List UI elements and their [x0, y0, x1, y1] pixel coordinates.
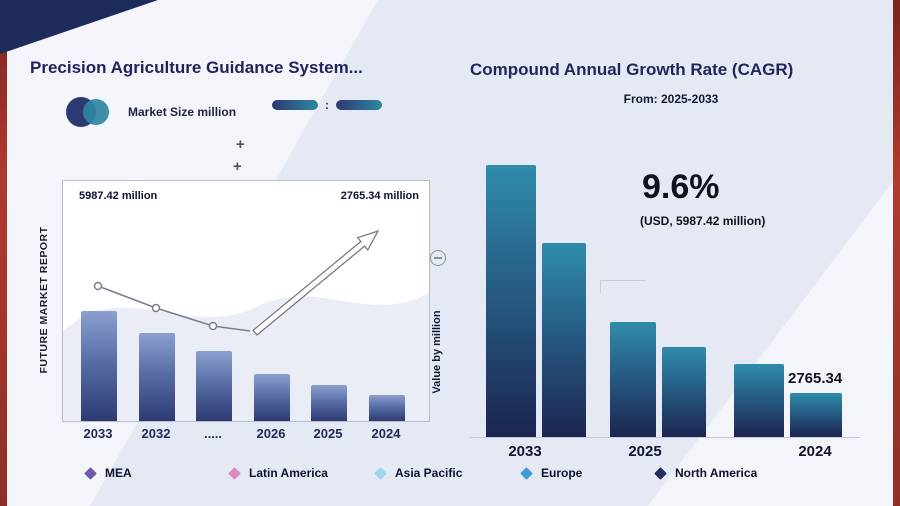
value-label-2765: 2765.34 million — [340, 190, 419, 202]
legend-item-north-america: North America — [654, 466, 757, 480]
value-label-5987: 5987.42 million — [79, 190, 158, 202]
x-label-2026: 2026 — [256, 426, 286, 441]
bar-2033 — [81, 311, 117, 421]
minus-circle-icon — [430, 250, 446, 266]
legend-item-asia-pacific: Asia Pacific — [374, 466, 462, 480]
bar-dots — [196, 351, 232, 421]
diamond-icon — [520, 466, 533, 480]
r-label-2033: 2033 — [508, 443, 542, 460]
pill-separator: : — [325, 98, 329, 112]
x-label-2032: 2032 — [141, 426, 171, 441]
market-size-legend: Market Size million — [66, 96, 236, 128]
right-red-strip — [893, 0, 900, 506]
background-blob — [63, 293, 429, 421]
r-label-2025: 2025 — [628, 443, 662, 460]
cagr-subtitle: From: 2025-2033 — [623, 92, 719, 106]
x-label-2024: 2024 — [371, 426, 401, 441]
left-chart-title: Precision Agriculture Guidance System... — [30, 58, 363, 77]
gradient-pill — [336, 100, 382, 110]
diamond-icon — [374, 466, 387, 480]
cagr-title: Compound Annual Growth Rate (CAGR) — [470, 60, 794, 79]
cagr-value: 9.6% — [642, 168, 720, 206]
x-axis-line — [470, 437, 860, 438]
legend-item-mea: MEA — [84, 466, 132, 480]
cagr-bar-2024-a — [734, 364, 784, 437]
diamond-icon — [654, 466, 667, 480]
x-label-2025: 2025 — [313, 426, 343, 441]
bar-2026 — [254, 374, 290, 421]
corner-triangle — [0, 0, 158, 54]
cagr-bar-2025-a — [610, 322, 656, 437]
gradient-pill — [272, 100, 318, 110]
r-label-2024: 2024 — [798, 443, 832, 460]
x-label-2033: 2033 — [83, 426, 113, 441]
left-red-strip — [0, 0, 7, 506]
legend-item-europe: Europe — [520, 466, 582, 480]
cagr-bar-2033-a — [486, 165, 536, 437]
watermark-vertical: FUTURE MARKET REPORT — [38, 226, 50, 374]
y-axis-label: Value by million — [431, 310, 443, 394]
market-size-legend-label: Market Size million — [128, 105, 237, 119]
annotation-2765: 2765.34 — [788, 370, 843, 387]
plus-decor: + — [233, 158, 242, 175]
cagr-caption: (USD, 5987.42 million) — [640, 214, 766, 228]
bar-2025 — [311, 385, 347, 421]
legend-item-latin-america: Latin America — [228, 466, 328, 480]
diamond-icon — [84, 466, 97, 480]
bar-2032 — [139, 333, 175, 421]
x-label-dots: ..... — [203, 426, 223, 441]
cagr-bar-2025-b — [662, 347, 706, 437]
cagr-bar-2033-b — [542, 243, 586, 437]
bar-2024 — [369, 395, 405, 421]
plus-decor: + — [236, 136, 245, 153]
cagr-bar-2024-b — [790, 393, 842, 437]
gradient-pills-decor: : — [272, 98, 382, 112]
decor-bracket — [600, 280, 645, 293]
left-bar-chart: 5987.42 million 2765.34 million — [62, 180, 430, 422]
diamond-icon — [228, 466, 241, 480]
venn-circles-icon — [66, 96, 118, 128]
